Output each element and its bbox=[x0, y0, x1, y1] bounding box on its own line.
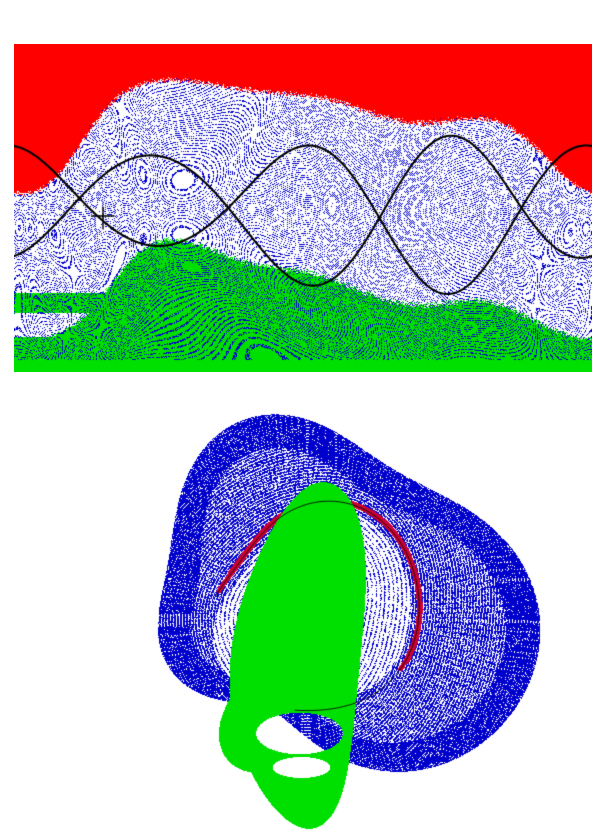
equirectangular-map[interactable] bbox=[14, 44, 592, 372]
polar-azimuthal-plot[interactable] bbox=[60, 400, 560, 830]
equirectangular-map-canvas[interactable] bbox=[14, 44, 592, 372]
polar-azimuthal-plot-canvas[interactable] bbox=[60, 400, 560, 830]
